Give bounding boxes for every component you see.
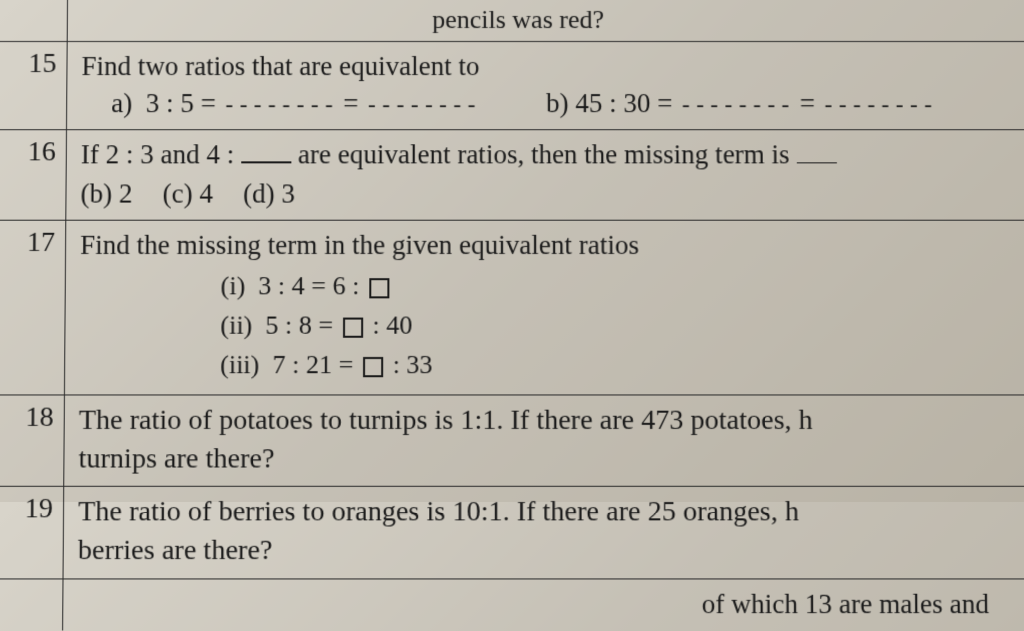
q16-number: 16 [0, 130, 67, 219]
q19-text: The ratio of berries to oranges is 10:1.… [64, 487, 1024, 578]
answer-box [363, 357, 383, 377]
answer-box [343, 317, 363, 337]
q15-text: Find two ratios that are equivalent to a… [67, 42, 1024, 129]
trail-blank [796, 163, 836, 164]
q16-opt-b: (b) 2 [80, 175, 132, 212]
q17-number: 17 [0, 221, 66, 394]
q18-number: 18 [0, 395, 65, 486]
q16-text: If 2 : 3 and 4 : are equivalent ratios, … [66, 130, 1024, 219]
partial-bottom-text: of which 13 are males and [702, 589, 989, 620]
q19-number: 19 [0, 487, 64, 578]
q18-text: The ratio of potatoes to turnips is 1:1.… [64, 395, 1024, 486]
q16-opt-d: (d) 3 [243, 175, 295, 212]
partial-top-text: pencils was red? [432, 5, 604, 34]
q15-number: 15 [0, 42, 68, 129]
q17-text: Find the missing term in the given equiv… [65, 221, 1024, 394]
q16-opt-c: (c) 4 [162, 175, 213, 212]
blank-field [241, 141, 291, 163]
answer-box [369, 278, 389, 298]
